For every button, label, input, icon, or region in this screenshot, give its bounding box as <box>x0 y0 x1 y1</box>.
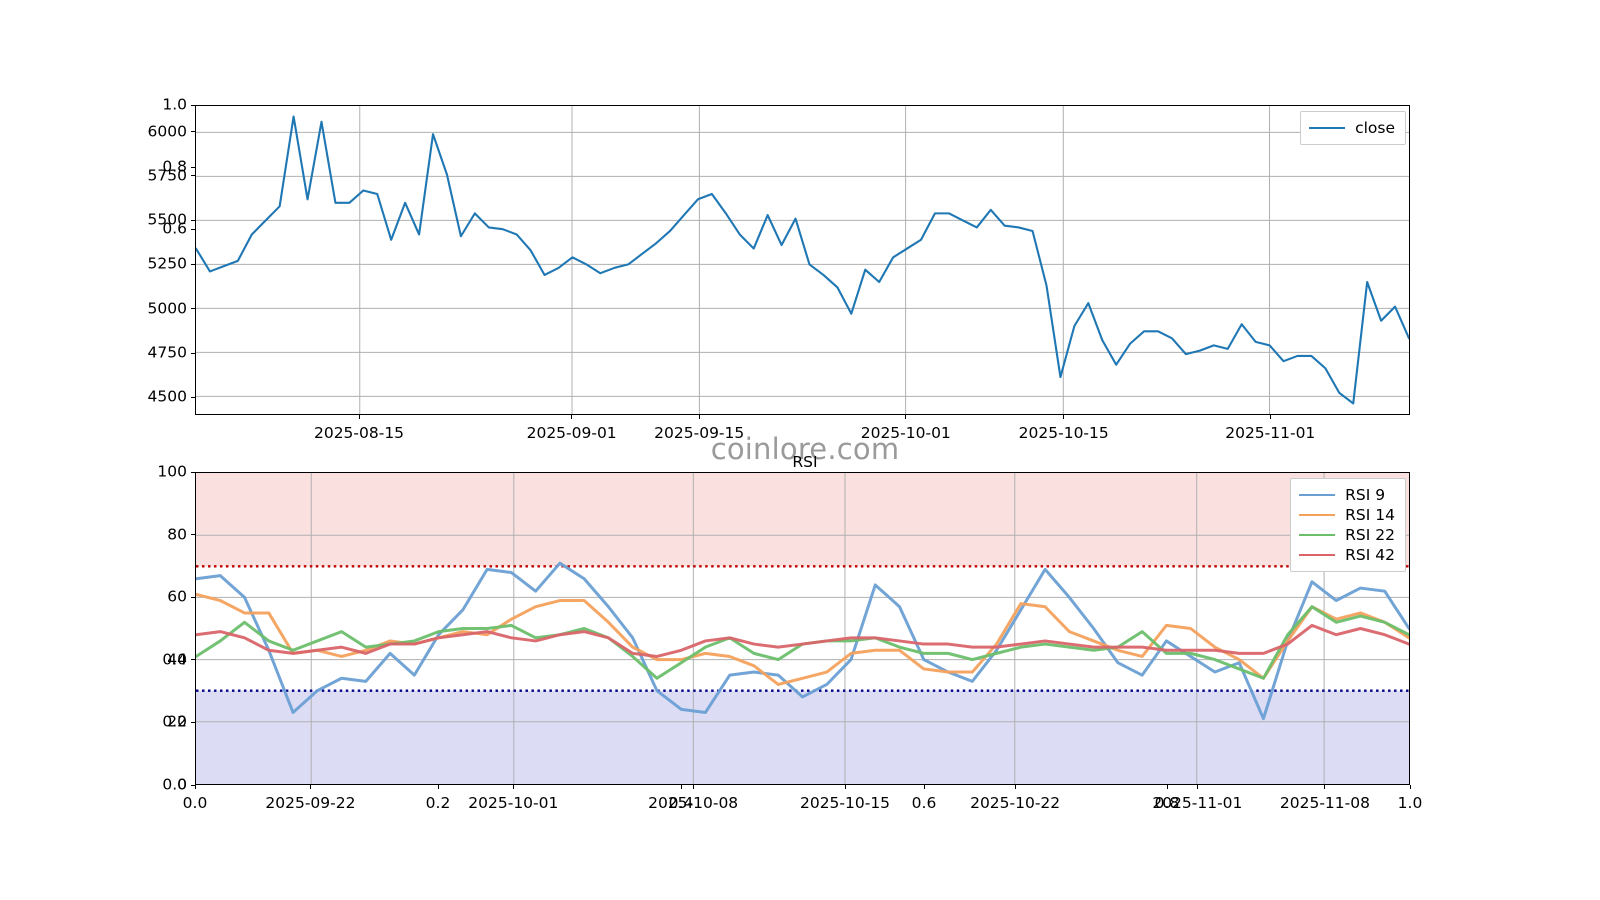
price-y-tick-mark <box>191 131 195 133</box>
rsi-plot-area <box>195 472 1410 785</box>
rsi-y-tick-label: 80 <box>167 524 187 543</box>
price-x-tick-label: 2025-09-15 <box>654 424 745 442</box>
price-x-tick-label: 2025-10-01 <box>860 424 951 442</box>
legend-item-close[interactable]: close <box>1309 118 1395 138</box>
rsi-x-tick-normalized-label: 0.2 <box>425 794 451 812</box>
rsi-x-tick-mark <box>1196 785 1198 789</box>
rsi-y-tick-normalized-mark <box>191 721 195 723</box>
rsi-x-tick-label: 2025-11-01 <box>1152 794 1243 812</box>
rsi22-line-swatch <box>1299 534 1336 536</box>
price-x-tick-mark <box>1063 415 1065 419</box>
price-x-tick-label: 2025-08-15 <box>313 424 405 442</box>
price-y-tick-normalized-label: 1.0 <box>162 95 187 114</box>
rsi-y-tick-label: 40 <box>167 650 187 669</box>
rsi-y-tick-normalized-label: 0.4 <box>162 650 187 669</box>
price-chart-panel: close <box>195 105 1410 415</box>
price-y-tick-normalized-label: 0.8 <box>162 157 187 176</box>
legend-label-close: close <box>1355 119 1395 137</box>
price-y-tick-mark <box>191 396 195 398</box>
rsi-x-tick-label: 2025-10-08 <box>648 794 739 812</box>
rsi-y-tick-normalized-label: 0.0 <box>162 775 187 794</box>
legend-label-rsi42: RSI 42 <box>1345 546 1395 564</box>
watermark: coinlore.com <box>710 432 900 466</box>
rsi-x-tick-mark <box>512 785 514 789</box>
rsi-x-tick-label: 2025-10-01 <box>468 794 559 812</box>
price-x-tick-label: 2025-09-01 <box>526 424 617 442</box>
rsi-x-tick-normalized-mark <box>1409 785 1411 789</box>
rsi-x-tick-mark <box>309 785 311 789</box>
rsi-x-tick-label: 2025-11-08 <box>1279 794 1370 812</box>
legend-label-rsi14: RSI 14 <box>1345 506 1395 524</box>
legend-label-rsi22: RSI 22 <box>1345 526 1395 544</box>
price-plot-area <box>195 105 1410 415</box>
rsi-x-tick-normalized-mark <box>680 785 682 789</box>
rsi-x-tick-normalized-mark <box>194 785 196 789</box>
rsi-x-tick-normalized-label: 0.0 <box>182 794 208 812</box>
price-y-tick-label: 5000 <box>147 298 187 317</box>
price-line-plot <box>196 106 1409 414</box>
rsi-chart-panel: RSI 9 RSI 14 RSI 22 RSI 42 <box>195 472 1410 785</box>
rsi-y-tick-label: 100 <box>157 462 187 481</box>
rsi-y-tick-mark <box>191 596 195 598</box>
price-y-tick-label: 5500 <box>147 210 187 229</box>
price-x-tick-mark <box>698 415 700 419</box>
rsi-line-plot <box>196 473 1409 784</box>
price-x-tick-mark <box>358 415 360 419</box>
rsi14-line-swatch <box>1299 514 1336 516</box>
rsi-x-tick-label: 2025-09-22 <box>265 794 356 812</box>
rsi-x-tick-normalized-mark <box>923 785 925 789</box>
price-y-tick-normalized-label: 0.6 <box>162 219 187 238</box>
price-y-tick-normalized-mark <box>191 166 195 168</box>
rsi-x-tick-label: 2025-10-22 <box>970 794 1061 812</box>
price-y-tick-mark <box>191 308 195 310</box>
price-y-tick-mark <box>191 352 195 354</box>
price-legend[interactable]: close <box>1300 111 1406 145</box>
price-y-tick-label: 4500 <box>147 387 187 406</box>
rsi-x-tick-label: 2025-10-15 <box>799 794 891 812</box>
price-x-tick-mark <box>571 415 573 419</box>
price-x-tick-label: 2025-11-01 <box>1225 424 1316 442</box>
price-y-tick-mark <box>191 263 195 265</box>
price-x-tick-mark <box>1269 415 1271 419</box>
legend-item-rsi42[interactable]: RSI 42 <box>1299 545 1395 565</box>
rsi-legend[interactable]: RSI 9 RSI 14 RSI 22 RSI 42 <box>1290 478 1406 572</box>
rsi-x-tick-mark <box>1014 785 1016 789</box>
rsi-x-tick-normalized-mark <box>1166 785 1168 789</box>
legend-item-rsi22[interactable]: RSI 22 <box>1299 525 1395 545</box>
price-y-tick-label: 4750 <box>147 343 187 362</box>
rsi-x-tick-mark <box>844 785 846 789</box>
rsi-x-tick-normalized-label: 0.4 <box>668 794 694 812</box>
price-y-tick-label: 5750 <box>147 166 187 185</box>
rsi-y-tick-label: 20 <box>167 712 187 731</box>
price-y-tick-normalized-mark <box>191 104 195 106</box>
rsi-chart-title: RSI <box>792 453 818 471</box>
rsi-y-tick-label: 0 <box>177 775 187 794</box>
price-y-tick-label: 5250 <box>147 254 187 273</box>
rsi-x-tick-normalized-label: 1.0 <box>1397 794 1423 812</box>
rsi-x-tick-normalized-label: 0.8 <box>1154 794 1180 812</box>
rsi-y-tick-normalized-mark <box>191 784 195 786</box>
rsi-x-tick-mark <box>692 785 694 789</box>
price-y-tick-mark <box>191 219 195 221</box>
rsi-x-tick-normalized-mark <box>437 785 439 789</box>
close-line-swatch <box>1309 127 1346 129</box>
rsi-x-tick-mark <box>1324 785 1326 789</box>
rsi9-line-swatch <box>1299 494 1336 496</box>
rsi-y-tick-mark <box>191 471 195 473</box>
rsi-x-tick-normalized-label: 0.6 <box>911 794 937 812</box>
price-y-tick-label: 6000 <box>147 121 187 140</box>
rsi-y-tick-label: 60 <box>167 587 187 606</box>
legend-item-rsi9[interactable]: RSI 9 <box>1299 485 1395 505</box>
legend-label-rsi9: RSI 9 <box>1345 486 1386 504</box>
legend-item-rsi14[interactable]: RSI 14 <box>1299 505 1395 525</box>
rsi42-line-swatch <box>1299 554 1336 556</box>
rsi-y-tick-mark <box>191 534 195 536</box>
price-x-tick-mark <box>905 415 907 419</box>
price-x-tick-label: 2025-10-15 <box>1018 424 1109 442</box>
price-y-tick-mark <box>191 175 195 177</box>
rsi-y-tick-normalized-label: 0.2 <box>162 712 187 731</box>
rsi-y-tick-normalized-mark <box>191 659 195 661</box>
price-y-tick-normalized-mark <box>191 228 195 230</box>
